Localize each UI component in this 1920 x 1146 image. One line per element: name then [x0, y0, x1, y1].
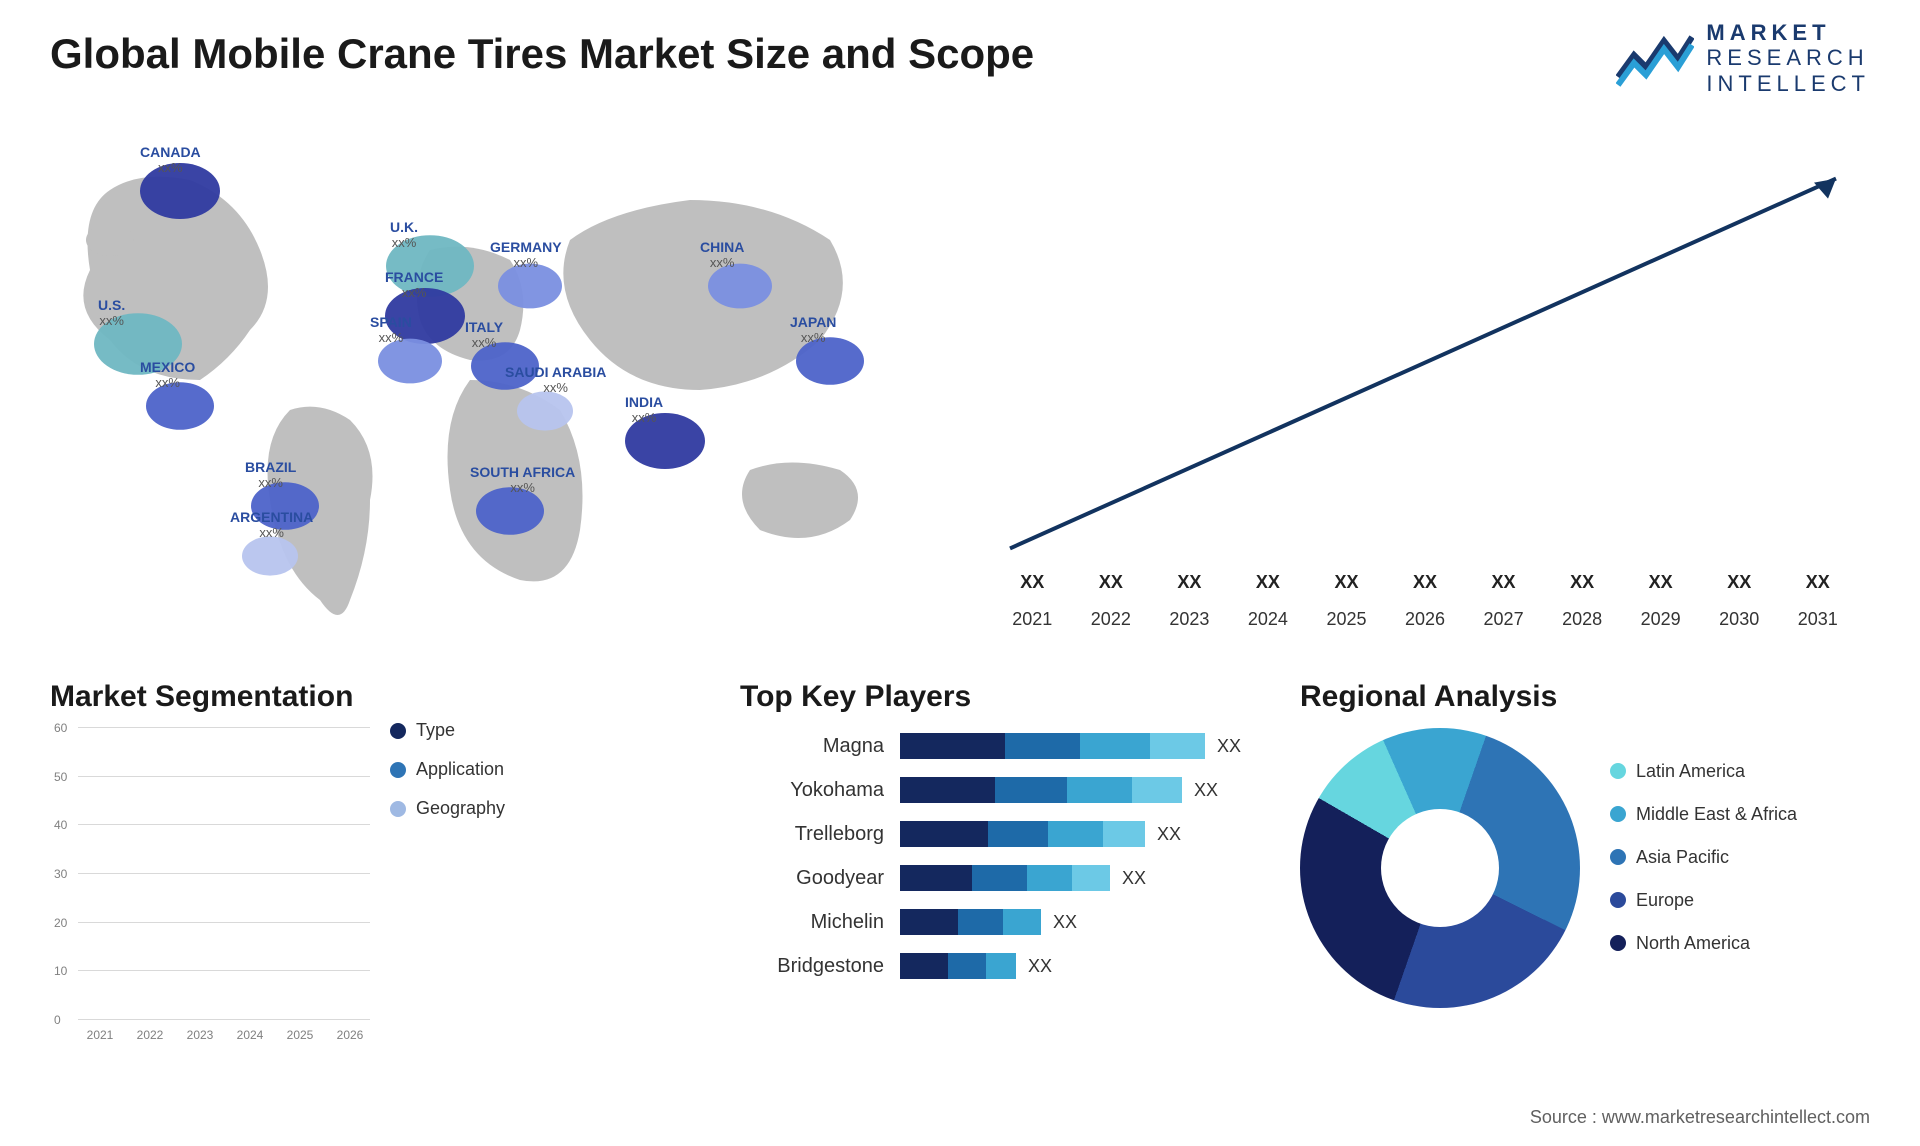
country-label-france: FRANCExx%: [385, 270, 443, 301]
country-label-japan: JAPANxx%: [790, 315, 836, 346]
country-label-india: INDIAxx%: [625, 395, 663, 426]
country-label-china: CHINAxx%: [700, 240, 744, 271]
player-row-magna: MagnaXX: [740, 732, 1300, 760]
source-text: Source : www.marketresearchintellect.com: [1530, 1107, 1870, 1128]
region-legend-middle-east-africa: Middle East & Africa: [1610, 804, 1797, 825]
legend-application: Application: [390, 759, 505, 780]
logo-text: MARKET RESEARCH INTELLECT: [1706, 20, 1870, 96]
player-row-bridgestone: BridgestoneXX: [740, 952, 1300, 980]
region-legend-latin-america: Latin America: [1610, 761, 1797, 782]
logo-icon: [1616, 29, 1694, 87]
key-players-section: Top Key Players MagnaXX YokohamaXX Trelleb…: [740, 680, 1300, 1100]
legend-type: Type: [390, 720, 505, 741]
country-label-south-africa: SOUTH AFRICAxx%: [470, 465, 575, 496]
segmentation-section: Market Segmentation 0102030405060 202120…: [50, 680, 610, 1100]
country-label-brazil: BRAZILxx%: [245, 460, 296, 491]
segmentation-title: Market Segmentation: [50, 680, 610, 714]
player-row-trelleborg: TrelleborgXX: [740, 820, 1300, 848]
legend-geography: Geography: [390, 798, 505, 819]
region-legend-asia-pacific: Asia Pacific: [1610, 847, 1797, 868]
country-label-germany: GERMANYxx%: [490, 240, 562, 271]
country-label-argentina: ARGENTINAxx%: [230, 510, 313, 541]
country-label-u-s-: U.S.xx%: [98, 298, 125, 329]
brand-logo: MARKET RESEARCH INTELLECT: [1616, 20, 1870, 96]
country-label-u-k-: U.K.xx%: [390, 220, 418, 251]
player-row-yokohama: YokohamaXX: [740, 776, 1300, 804]
country-label-canada: CANADAxx%: [140, 145, 201, 176]
regional-section: Regional Analysis Latin America Middle Ea…: [1300, 680, 1880, 1100]
country-label-italy: ITALYxx%: [465, 320, 503, 351]
region-legend-europe: Europe: [1610, 890, 1797, 911]
country-label-spain: SPAINxx%: [370, 315, 412, 346]
country-label-mexico: MEXICOxx%: [140, 360, 195, 391]
regional-donut: [1300, 728, 1580, 1008]
key-players-chart: MagnaXX YokohamaXX TrelleborgXX GoodyearXX M…: [740, 732, 1300, 980]
country-label-saudi-arabia: SAUDI ARABIAxx%: [505, 365, 606, 396]
regional-legend: Latin America Middle East & Africa Asia Pa…: [1610, 761, 1797, 976]
regional-title: Regional Analysis: [1300, 680, 1880, 714]
segmentation-legend: Type Application Geography: [390, 720, 505, 837]
player-row-michelin: MichelinXX: [740, 908, 1300, 936]
player-row-goodyear: GoodyearXX: [740, 864, 1300, 892]
world-map: CANADAxx% U.S.xx% MEXICOxx% BRAZILxx% ARGENT…: [50, 130, 950, 650]
page-title: Global Mobile Crane Tires Market Size an…: [50, 30, 1034, 78]
region-legend-north-america: North America: [1610, 933, 1797, 954]
growth-chart: 2021XX2022XX2023XX2024XX2025XX2026XX2027…: [980, 130, 1860, 650]
key-players-title: Top Key Players: [740, 680, 1300, 714]
segmentation-chart: 0102030405060 202120222023202420252026: [50, 728, 370, 1048]
